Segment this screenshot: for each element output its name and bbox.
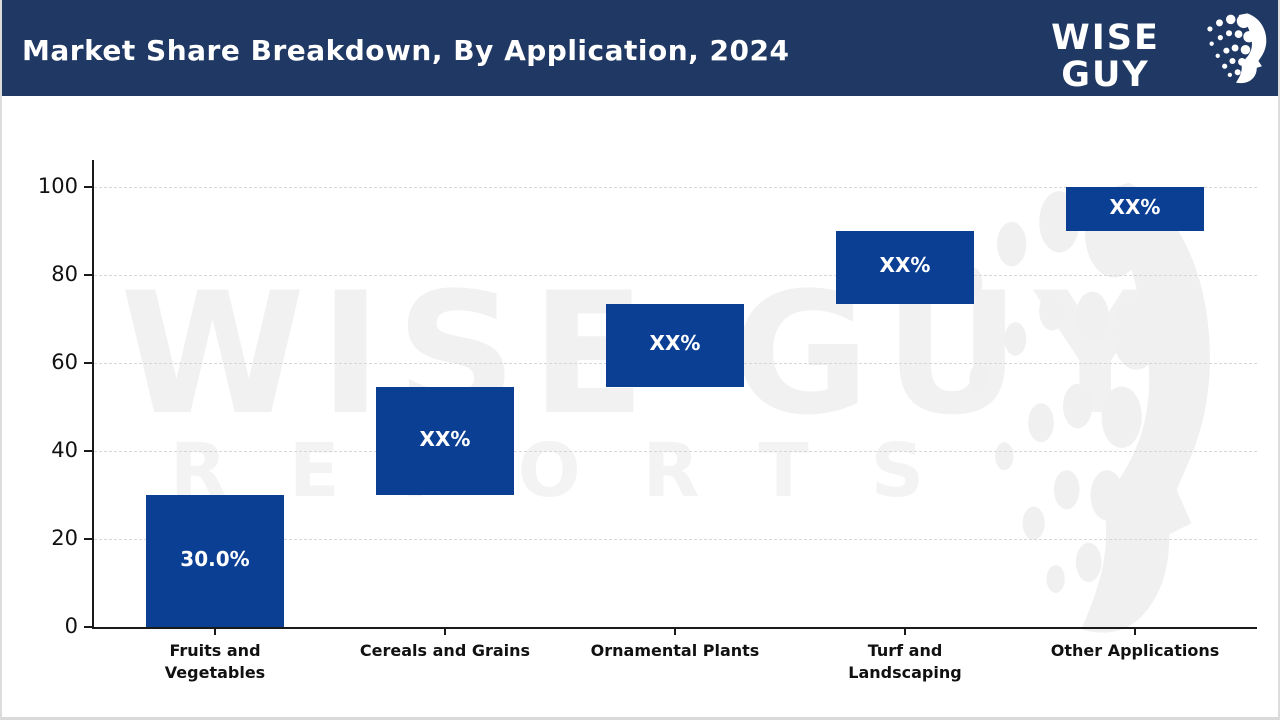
x-tick-mark — [674, 627, 676, 635]
gridline — [94, 275, 1257, 276]
y-tick-mark — [84, 538, 92, 540]
chart-plot-area: 0 20 40 60 80 100 30.0% Fruits and Vegetables XX… — [38, 160, 1257, 682]
bar-segment — [1066, 187, 1204, 231]
y-tick-label: 80 — [51, 262, 78, 286]
y-tick-label: 100 — [37, 174, 78, 198]
bar-segment — [836, 231, 974, 304]
x-tick-mark — [214, 627, 216, 635]
x-tick-mark — [444, 627, 446, 635]
logo-face-icon — [1207, 13, 1267, 84]
bar-value-label: 30.0% — [180, 547, 250, 571]
y-tick-mark — [84, 274, 92, 276]
x-category-label: Ornamental Plants — [590, 641, 760, 660]
x-tick-mark — [904, 627, 906, 635]
gridline — [94, 187, 1257, 188]
header-bar: Market Share Breakdown, By Application, … — [2, 0, 1278, 111]
bar-segment — [146, 495, 284, 627]
bar-value-label: XX% — [1109, 195, 1161, 219]
bar-value-label: XX% — [419, 427, 471, 452]
logo: WISE GUY REPORTS — [1018, 6, 1268, 111]
gridline — [94, 451, 1257, 452]
y-tick-mark — [84, 450, 92, 452]
x-category-label: Turf and Landscaping — [848, 641, 962, 682]
y-tick-mark — [84, 626, 92, 628]
watermark: WISE GUY REPORTS — [2, 96, 1278, 717]
x-category-label: Other Applications — [1050, 641, 1220, 660]
y-tick-label: 40 — [51, 438, 78, 462]
x-tick-mark — [1134, 627, 1136, 635]
page-title: Market Share Breakdown, By Application, … — [22, 34, 790, 67]
y-tick-label: 60 — [51, 350, 78, 374]
y-tick-mark — [84, 186, 92, 188]
y-tick-label: 20 — [51, 526, 78, 550]
bar-segment — [606, 303, 744, 388]
x-category-label: Fruits and Vegetables — [164, 641, 266, 682]
bar-value-label: XX% — [649, 331, 701, 356]
logo-text: WISE GUY REPORTS — [1018, 20, 1193, 111]
bar-value-label: XX% — [879, 253, 931, 278]
gridline — [94, 539, 1257, 540]
logo-subtitle: REPORTS — [1043, 95, 1174, 111]
y-tick-label: 0 — [64, 614, 78, 638]
x-category-label: Cereals and Grains — [359, 641, 531, 660]
logo-wordmark: WISE GUY — [1051, 18, 1160, 95]
bar-segment — [376, 387, 514, 495]
watermark-subtitle: REPORTS — [170, 428, 987, 514]
y-tick-mark — [84, 362, 92, 364]
